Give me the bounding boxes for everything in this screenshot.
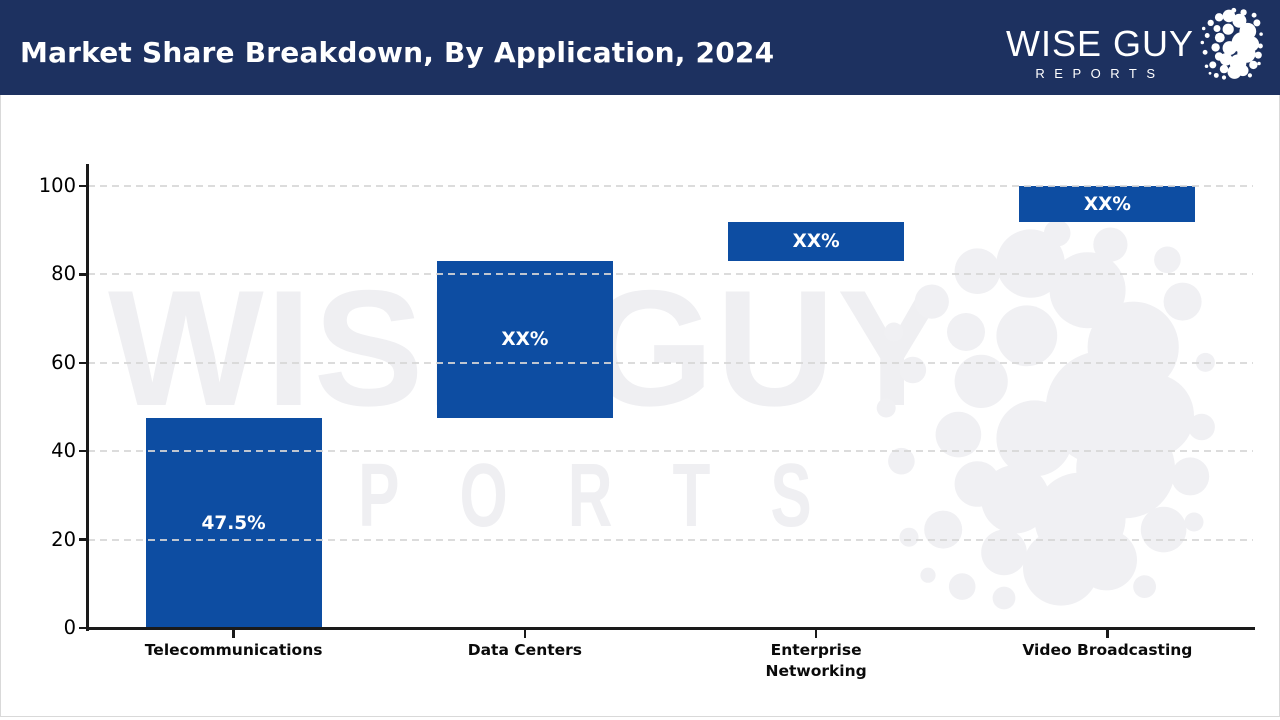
brand-logo: WISE GUY REPORTS	[1006, 6, 1266, 86]
bar-value-label: XX%	[1083, 193, 1131, 215]
category-label: Video Broadcasting	[957, 640, 1257, 661]
bar-value-label: 47.5%	[201, 512, 266, 534]
header-bar: Market Share Breakdown, By Application, …	[0, 0, 1280, 95]
y-tick-mark	[79, 273, 87, 276]
y-tick-label: 20	[51, 527, 76, 551]
bar-3: XX%	[728, 222, 905, 262]
x-tick-mark	[814, 629, 818, 638]
page-title: Market Share Breakdown, By Application, …	[20, 36, 775, 69]
category-label: Telecommunications	[84, 640, 384, 661]
y-tick-label: 40	[51, 439, 76, 463]
bar-value-label: XX%	[501, 329, 549, 351]
bar-2: XX%	[436, 261, 613, 419]
x-axis	[86, 627, 1255, 630]
y-tick-label: 100	[38, 174, 76, 198]
category-label-line: Data Centers	[467, 641, 583, 659]
y-tick-label: 80	[51, 262, 76, 286]
category-label-line: Telecommunications	[144, 641, 323, 659]
y-tick-mark	[79, 184, 87, 188]
x-tick-mark	[232, 629, 235, 638]
bar-1: 47.5%	[145, 418, 322, 628]
bar-4: XX%	[1019, 186, 1196, 223]
x-tick-mark	[1106, 629, 1109, 638]
dotted-head-icon	[1200, 7, 1263, 80]
bar-value-label: XX%	[792, 231, 840, 253]
y-tick-label: 60	[51, 350, 76, 374]
gridline-40	[88, 450, 1253, 453]
category-label-line: Video Broadcasting	[1022, 641, 1193, 659]
category-label-line: Enterprise	[770, 641, 862, 659]
y-tick-mark	[79, 538, 87, 541]
gridline-80	[88, 273, 1253, 276]
x-tick-mark	[523, 629, 527, 638]
brand-logo-text: WISE GUY REPORTS	[1005, 23, 1194, 82]
gridline-20	[88, 538, 1253, 541]
y-tick-mark	[79, 361, 87, 365]
brand-name: WISE GUY	[1005, 23, 1194, 64]
y-axis	[86, 164, 89, 631]
y-tick-mark	[79, 450, 87, 453]
category-label-line: Networking	[765, 662, 867, 680]
y-tick-label: 0	[63, 616, 76, 639]
category-label: Data Centers	[375, 640, 675, 661]
y-tick-mark	[79, 626, 87, 630]
gridline-60	[88, 361, 1253, 364]
gridline-100	[88, 185, 1253, 188]
brand-subname: REPORTS	[1035, 66, 1165, 81]
category-label: Enterprise Networking	[666, 640, 966, 682]
